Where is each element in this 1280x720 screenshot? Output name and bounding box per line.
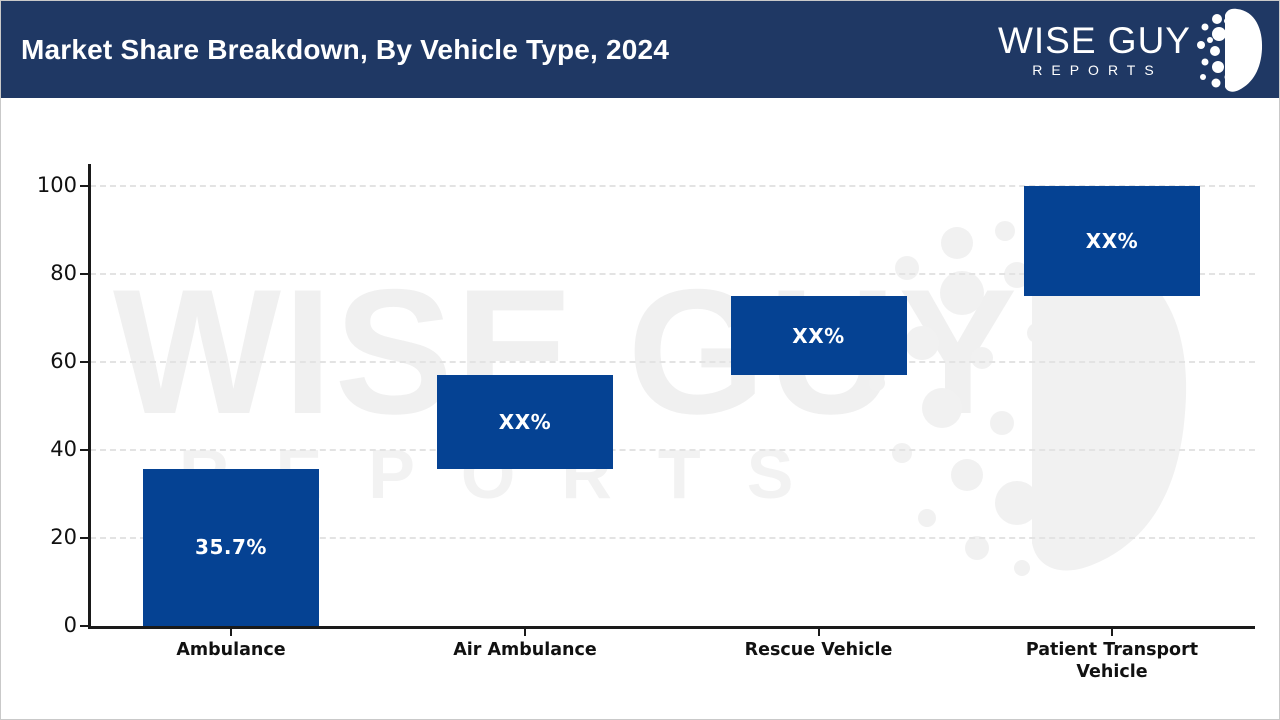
x-category-label: Patient Transport Vehicle xyxy=(1025,640,1199,682)
y-tick-mark xyxy=(80,361,88,363)
x-tick-mark xyxy=(524,629,526,636)
y-tick-label: 60 xyxy=(50,349,77,373)
y-tick-mark xyxy=(80,625,88,627)
y-tick-label: 100 xyxy=(36,173,77,197)
y-tick-mark xyxy=(80,273,88,275)
x-tick-mark xyxy=(230,629,232,636)
y-tick-mark xyxy=(80,537,88,539)
logo-wordmark: WISE GUY xyxy=(997,20,1191,61)
y-gridline xyxy=(90,537,1255,539)
x-category-label: Air Ambulance xyxy=(453,640,597,660)
y-axis-line xyxy=(88,164,91,629)
bar-segment: XX% xyxy=(1024,186,1200,297)
y-gridline xyxy=(90,361,1255,363)
y-tick-label: 80 xyxy=(50,261,77,285)
x-category-label: Ambulance xyxy=(176,640,286,660)
bar-segment: 35.7% xyxy=(143,468,319,626)
wiseguy-logo: WISE GUY REPORTS xyxy=(998,7,1265,93)
y-tick-label: 40 xyxy=(50,437,77,461)
y-tick-mark xyxy=(80,185,88,187)
bar-value-label: XX% xyxy=(1085,229,1139,254)
y-tick-label: 0 xyxy=(63,613,77,637)
bar-segment: XX% xyxy=(437,374,613,469)
y-tick-mark xyxy=(80,449,88,451)
bar-value-label: XX% xyxy=(498,409,552,434)
logo-face-icon xyxy=(1197,8,1263,92)
x-tick-mark xyxy=(1111,629,1113,636)
y-gridline xyxy=(90,449,1255,451)
logo-subtitle: REPORTS xyxy=(1032,62,1163,78)
y-tick-label: 20 xyxy=(50,525,77,549)
wiseguy-logo-text: WISE GUY REPORTS xyxy=(998,22,1191,78)
y-gridline xyxy=(90,273,1255,275)
page-title: Market Share Breakdown, By Vehicle Type,… xyxy=(21,33,670,65)
x-tick-mark xyxy=(817,629,820,636)
bar-value-label: 35.7% xyxy=(195,535,267,560)
bar-segment: XX% xyxy=(730,296,907,375)
x-category-label: Rescue Vehicle xyxy=(744,640,893,660)
x-axis-line xyxy=(88,626,1255,629)
y-gridline xyxy=(90,185,1255,187)
bar-value-label: XX% xyxy=(792,323,845,348)
header-bar: Market Share Breakdown, By Vehicle Type,… xyxy=(1,1,1279,98)
